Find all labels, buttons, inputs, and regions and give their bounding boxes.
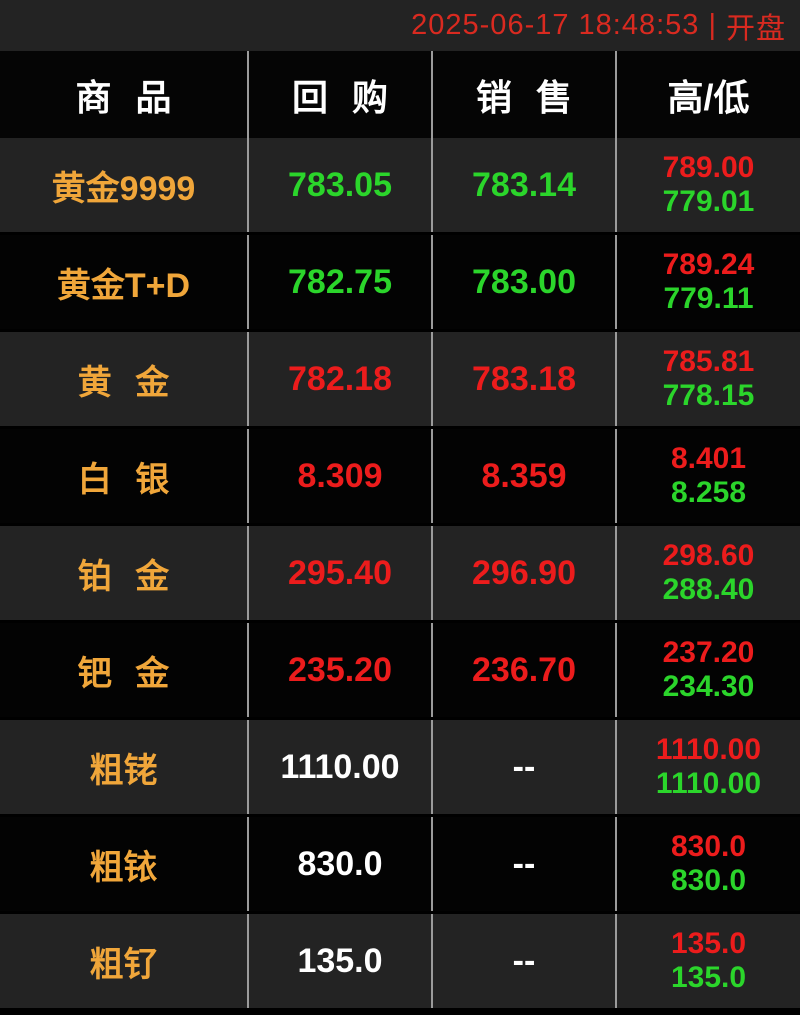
high-low-cell: 135.0 135.0 [615,914,800,1008]
table-row: 黄金9999 783.05 783.14 789.00 779.01 [0,138,800,235]
high-price: 789.24 [662,248,755,282]
high-price: 1110.00 [655,733,762,767]
product-name: 黄 金 [77,363,170,402]
low-price: 830.0 [670,864,747,897]
low-price: 779.01 [662,185,755,218]
market-status-label: 开盘 [725,12,786,45]
buyback-price: 782.18 [247,332,431,426]
low-price: 8.258 [670,476,747,509]
product-name: 粗铑 [89,751,158,790]
product-name: 粗铱 [89,848,158,887]
table-row: 粗钌 135.0 -- 135.0 135.0 [0,914,800,1011]
buyback-price: 782.75 [247,235,431,329]
buyback-price: 1110.00 [247,720,431,814]
high-price: 789.00 [662,151,755,185]
table-row: 黄 金 782.18 783.18 785.81 778.15 [0,332,800,429]
low-price: 234.30 [662,670,755,703]
buyback-price: 295.40 [247,526,431,620]
high-price: 298.60 [662,539,755,573]
low-price: 778.15 [662,379,755,412]
high-low-cell: 785.81 778.15 [615,332,800,426]
high-low-cell: 237.20 234.30 [615,623,800,717]
buyback-price: 783.05 [247,138,431,232]
table-row: 粗铱 830.0 -- 830.0 830.0 [0,817,800,914]
column-header-product: 商 品 [75,76,172,118]
high-low-cell: 1110.00 1110.00 [615,720,800,814]
high-low-cell: 8.401 8.258 [615,429,800,523]
sale-price: -- [431,720,615,814]
high-low-cell: 789.00 779.01 [615,138,800,232]
buyback-price: 8.309 [247,429,431,523]
product-name: 白 银 [77,460,170,499]
product-name: 钯 金 [77,654,170,693]
table-row: 铂 金 295.40 296.90 298.60 288.40 [0,526,800,623]
timestamp-text: 2025-06-17 18:48:53 [411,9,700,41]
high-price: 785.81 [662,345,755,379]
sale-price: 236.70 [431,623,615,717]
high-price: 8.401 [670,442,747,476]
status-bar: 2025-06-17 18:48:53 | 开盘 [0,0,800,51]
sale-price: 783.00 [431,235,615,329]
sale-price: 783.18 [431,332,615,426]
table-row: 粗铑 1110.00 -- 1110.00 1110.00 [0,720,800,817]
column-header-high-low: 高/低 [615,51,800,138]
high-low-cell: 298.60 288.40 [615,526,800,620]
low-price: 135.0 [670,961,747,994]
table-row: 黄金T+D 782.75 783.00 789.24 779.11 [0,235,800,332]
sale-price: 296.90 [431,526,615,620]
low-price: 1110.00 [655,767,762,800]
high-price: 135.0 [670,927,747,961]
buyback-price: 135.0 [247,914,431,1008]
product-name: 粗钌 [89,945,158,984]
table-row: 钯 金 235.20 236.70 237.20 234.30 [0,623,800,720]
high-price: 830.0 [670,830,747,864]
product-name: 铂 金 [77,557,170,596]
buyback-price: 235.20 [247,623,431,717]
table-header-row: 商 品 回 购 销 售 高/低 [0,51,800,138]
table-row: 白 银 8.309 8.359 8.401 8.258 [0,429,800,526]
sale-price: -- [431,817,615,911]
separator-bar: | [708,9,717,41]
product-name: 黄金9999 [51,169,196,208]
sale-price: -- [431,914,615,1008]
buyback-price: 830.0 [247,817,431,911]
column-header-buyback: 回 购 [247,51,431,138]
low-price: 779.11 [663,282,754,315]
sale-price: 783.14 [431,138,615,232]
low-price: 288.40 [662,573,755,606]
high-price: 237.20 [662,636,755,670]
high-low-cell: 830.0 830.0 [615,817,800,911]
high-low-cell: 789.24 779.11 [615,235,800,329]
column-header-sale: 销 售 [431,51,615,138]
product-name: 黄金T+D [56,266,191,305]
sale-price: 8.359 [431,429,615,523]
